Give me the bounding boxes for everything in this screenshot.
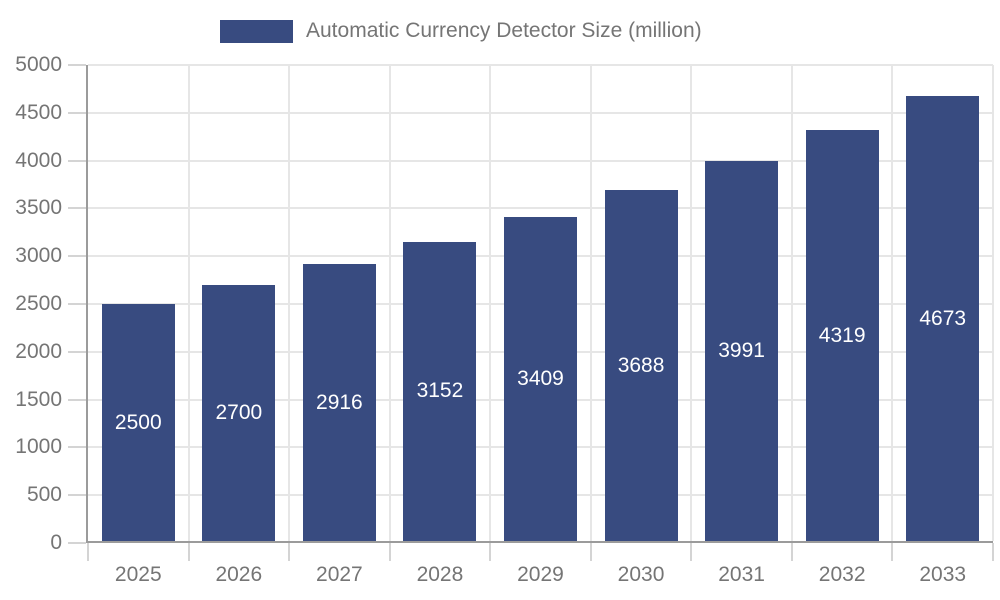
x-tick-mark xyxy=(288,543,291,561)
y-tick-mark xyxy=(68,398,86,401)
y-tick-mark xyxy=(68,542,86,544)
x-gridline xyxy=(187,65,190,541)
bar: 2916 xyxy=(302,264,376,541)
y-axis-tick-label: 1000 xyxy=(15,435,62,459)
x-tick-mark xyxy=(489,543,492,561)
y-tick-mark xyxy=(68,350,86,353)
x-tick-mark xyxy=(187,543,190,561)
y-tick-mark xyxy=(68,159,86,162)
x-axis-tick-label: 2029 xyxy=(517,563,564,586)
x-gridline xyxy=(489,65,492,541)
y-gridline xyxy=(88,64,993,66)
x-tick-mark xyxy=(992,543,994,561)
x-axis-tick-label: 2026 xyxy=(215,563,263,586)
y-tick-mark xyxy=(68,255,86,258)
bar-value-label: 3991 xyxy=(718,339,765,363)
y-axis-tick-label: 4000 xyxy=(15,148,62,172)
x-axis-tick-label: 2028 xyxy=(416,563,464,586)
plot-area: 0 500 1000 1500 2000 2500 3000 3500 4000 4500 5000… xyxy=(15,53,994,586)
legend-label: Automatic Currency Detector Size (millio… xyxy=(306,19,702,42)
x-axis-tick-label: 2030 xyxy=(617,563,665,586)
x-gridline xyxy=(790,65,793,541)
x-gridline xyxy=(589,65,592,541)
legend[interactable]: Automatic Currency Detector Size (millio… xyxy=(220,19,702,43)
bar: 3991 xyxy=(705,161,779,541)
y-gridline xyxy=(88,159,993,162)
legend-swatch xyxy=(220,19,293,43)
x-gridline xyxy=(891,65,894,541)
y-gridline xyxy=(88,207,993,210)
y-tick-mark xyxy=(68,494,86,497)
y-axis-tick-label: 0 xyxy=(50,531,62,554)
x-tick-mark xyxy=(87,543,89,561)
x-axis-tick-label: 2033 xyxy=(919,563,967,586)
y-axis-tick-label: 4500 xyxy=(15,100,62,124)
x-axis-tick-label: 2025 xyxy=(114,563,162,586)
x-tick-mark xyxy=(690,543,693,561)
y-axis-tick-label: 500 xyxy=(26,483,62,507)
x-axis-tick-label: 2032 xyxy=(818,563,866,586)
y-tick-mark xyxy=(68,111,86,114)
y-axis-tick-label: 3000 xyxy=(15,244,62,268)
bar-value-label: 3688 xyxy=(617,353,665,377)
bar-value-label: 4319 xyxy=(818,323,866,347)
y-axis-tick-label: 3500 xyxy=(15,196,62,220)
x-gridline xyxy=(288,65,291,541)
bar: 3409 xyxy=(504,217,577,541)
bar: 2700 xyxy=(202,284,276,541)
y-axis-tick-label: 2000 xyxy=(15,339,62,363)
y-gridline xyxy=(88,111,993,114)
y-axis-tick-label: 5000 xyxy=(15,53,62,76)
x-tick-mark xyxy=(388,543,391,561)
bar: 4673 xyxy=(906,96,980,541)
x-gridline xyxy=(388,65,391,541)
bar: 3688 xyxy=(604,190,678,541)
bar-value-label: 3409 xyxy=(517,367,564,391)
y-axis-tick-label: 1500 xyxy=(15,387,62,411)
bar: 4319 xyxy=(805,130,879,541)
bar-value-label: 2916 xyxy=(316,390,363,414)
x-gridline xyxy=(992,65,994,541)
bar-value-label: 3152 xyxy=(416,379,464,403)
bar: 2500 xyxy=(101,304,175,541)
x-gridline xyxy=(690,65,693,541)
x-axis-tick-label: 2031 xyxy=(718,563,765,586)
y-tick-mark xyxy=(68,207,86,210)
y-axis-tick-label: 2500 xyxy=(15,292,62,315)
bar-value-label: 4673 xyxy=(919,306,967,330)
bar-value-label: 2500 xyxy=(114,410,162,434)
x-tick-mark xyxy=(891,543,894,561)
y-axis-line xyxy=(86,65,88,543)
y-tick-mark xyxy=(68,64,86,66)
x-axis-line xyxy=(86,541,993,543)
bar-value-label: 2700 xyxy=(215,400,263,424)
bar: 3152 xyxy=(403,241,477,541)
x-axis-tick-label: 2027 xyxy=(316,563,363,586)
y-tick-mark xyxy=(68,303,86,305)
x-tick-mark xyxy=(790,543,793,561)
y-tick-mark xyxy=(68,446,86,449)
x-tick-mark xyxy=(589,543,592,561)
